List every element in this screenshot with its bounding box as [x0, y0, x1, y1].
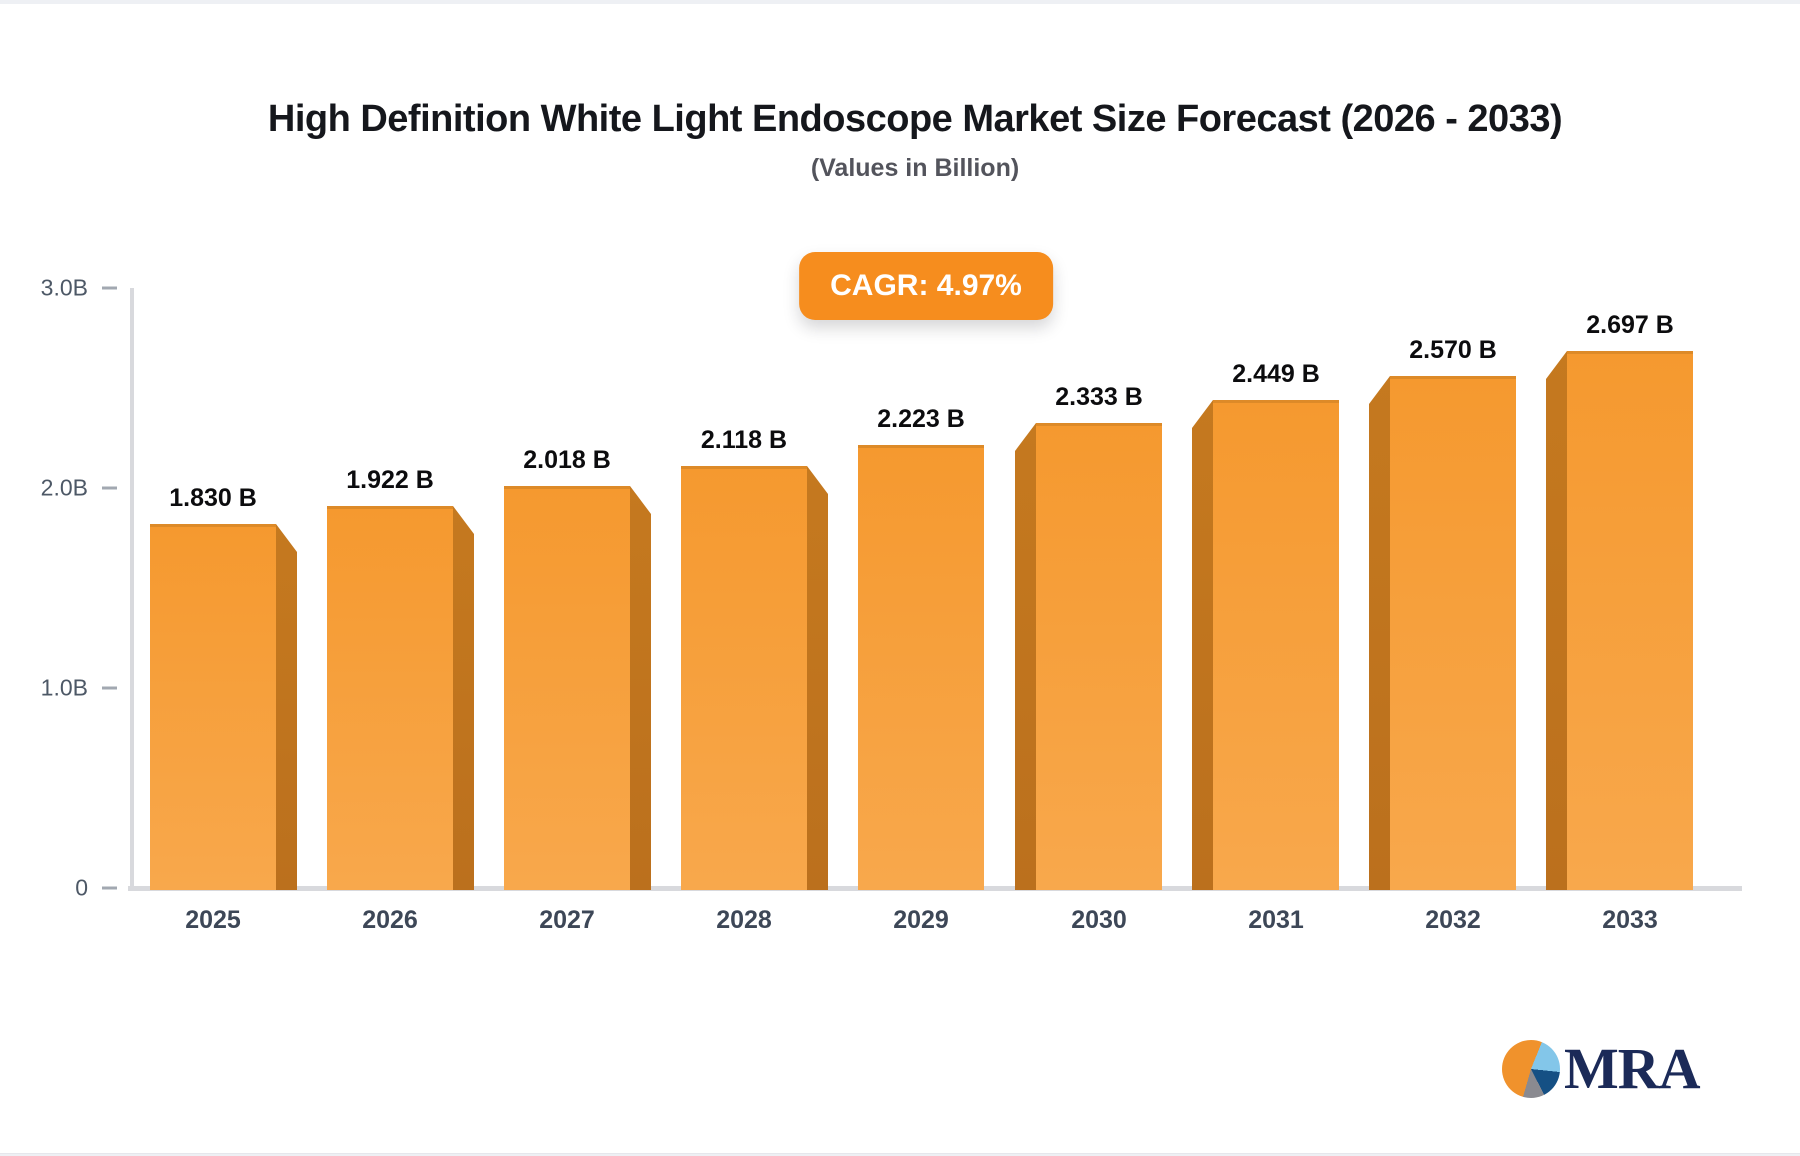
bar-side-shadow [1192, 400, 1213, 890]
bar-side-shadow [1369, 376, 1390, 890]
bar-value-label: 1.830 B [169, 484, 257, 512]
bar-face [858, 445, 984, 890]
x-tick-label-2025: 2025 [185, 906, 241, 934]
bar-side-shadow [807, 466, 828, 890]
bar-value-label: 2.118 B [700, 426, 788, 454]
x-tick-label-2028: 2028 [716, 906, 772, 934]
chart-card: High Definition White Light Endoscope Ma… [0, 4, 1800, 1154]
x-tick-label-2031: 2031 [1248, 906, 1304, 934]
bar-face [327, 506, 453, 890]
bar-value-label: 2.018 B [523, 446, 611, 474]
x-tick-label-2027: 2027 [539, 906, 595, 934]
bar-face [1567, 351, 1693, 890]
x-tick-label-2033: 2033 [1602, 906, 1658, 934]
bar-value-label: 2.449 B [1232, 360, 1320, 388]
x-tick-label-2029: 2029 [893, 906, 949, 934]
chart-title: High Definition White Light Endoscope Ma… [267, 98, 1563, 140]
bar-2027 [504, 486, 651, 890]
bar-2032 [1369, 376, 1516, 890]
bar-face [1390, 376, 1516, 890]
y-tick-label: 0 [75, 874, 88, 901]
bar-2028 [681, 466, 828, 890]
y-tick-mark [102, 286, 117, 290]
y-tick-mark [102, 886, 117, 890]
bar-face [504, 486, 630, 890]
bar-value-label: 1.922 B [346, 466, 434, 494]
bar-face [1036, 423, 1162, 890]
chart-subtitle: (Values in Billion) [810, 153, 1020, 182]
y-tick-label: 3.0B [40, 274, 88, 301]
cagr-badge: CAGR: 4.97% [799, 252, 1053, 320]
bar-2029 [858, 445, 984, 890]
bar-value-label: 2.570 B [1409, 336, 1497, 364]
y-axis-line [130, 288, 134, 888]
bar-value-label: 2.333 B [1055, 383, 1143, 411]
bar-2030 [1015, 423, 1162, 890]
bar-2031 [1192, 400, 1339, 890]
bar-side-shadow [276, 524, 297, 890]
y-tick-mark [102, 686, 117, 690]
bar-face [1213, 400, 1339, 890]
bar-2025 [150, 524, 297, 890]
brand-logo: MRA [1502, 1036, 1701, 1101]
bar-value-label: 2.697 B [1586, 311, 1674, 339]
chart-header: High Definition White Light Endoscope Ma… [30, 4, 1800, 183]
bar-face [150, 524, 276, 890]
bar-value-label: 2.223 B [877, 405, 965, 433]
bar-side-shadow [1546, 351, 1567, 890]
x-tick-label-2032: 2032 [1425, 906, 1481, 934]
bar-2026 [327, 506, 474, 890]
x-tick-label-2026: 2026 [362, 906, 418, 934]
y-tick-label: 2.0B [40, 474, 88, 501]
bar-face [681, 466, 807, 890]
y-tick-label: 1.0B [40, 674, 88, 701]
y-tick-mark [102, 486, 117, 490]
plot-area: 3.0B 2.0B 1.0B 0 1.830 B 1.922 B 2.018 B 2.… [0, 275, 1800, 968]
bar-side-shadow [453, 506, 474, 890]
brand-logo-text: MRA [1564, 1036, 1701, 1101]
bar-side-shadow [630, 486, 651, 890]
pie-chart-icon [1502, 1040, 1560, 1098]
bar-side-shadow [1015, 423, 1036, 890]
bar-2033 [1546, 351, 1693, 890]
x-tick-label-2030: 2030 [1071, 906, 1127, 934]
